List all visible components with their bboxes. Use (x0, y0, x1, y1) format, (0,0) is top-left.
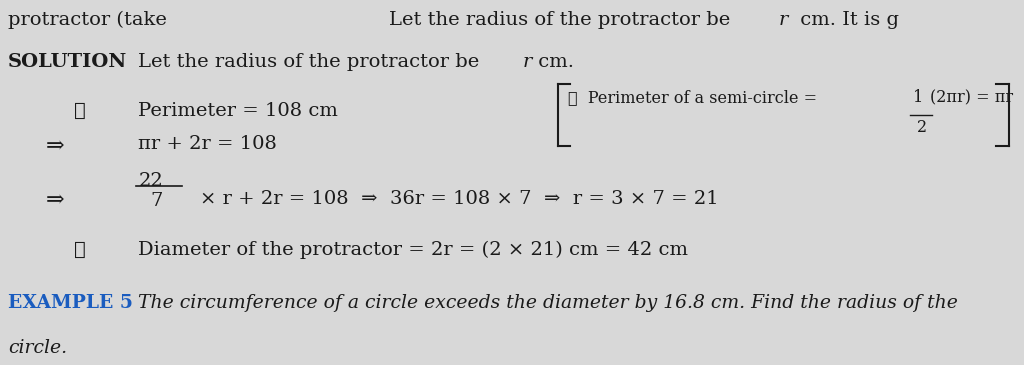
Text: ∴: ∴ (74, 241, 85, 259)
Text: 22: 22 (138, 172, 163, 189)
Text: cm.: cm. (532, 53, 574, 71)
Text: (2πr) = πr: (2πr) = πr (930, 89, 1013, 107)
Text: × r + 2r = 108  ⇒  36r = 108 × 7  ⇒  r = 3 × 7 = 21: × r + 2r = 108 ⇒ 36r = 108 × 7 ⇒ r = 3 ×… (200, 190, 718, 208)
Text: 7: 7 (151, 192, 163, 210)
Text: Diameter of the protractor = 2r = (2 × 21) cm = 42 cm: Diameter of the protractor = 2r = (2 × 2… (138, 241, 688, 259)
Text: Let the radius of the protractor be: Let the radius of the protractor be (138, 53, 485, 71)
Text: r: r (522, 53, 531, 71)
Text: 1: 1 (913, 89, 924, 107)
Text: EXAMPLE 5: EXAMPLE 5 (8, 294, 133, 312)
Text: The circumference of a circle exceeds the diameter by 16.8 cm. Find the radius o: The circumference of a circle exceeds th… (138, 294, 958, 312)
Text: Let the radius of the protractor be: Let the radius of the protractor be (389, 11, 736, 29)
Text: ∴: ∴ (74, 102, 85, 120)
Text: cm. It is g: cm. It is g (794, 11, 899, 29)
Text: r: r (778, 11, 787, 29)
Text: πr + 2r = 108: πr + 2r = 108 (138, 135, 278, 153)
Text: ∴  Perimeter of a semi-circle =: ∴ Perimeter of a semi-circle = (568, 89, 822, 107)
Text: ⇒: ⇒ (46, 135, 65, 157)
Text: protractor (take: protractor (take (8, 11, 167, 29)
Text: SOLUTION: SOLUTION (8, 53, 127, 71)
Text: Perimeter = 108 cm: Perimeter = 108 cm (138, 102, 338, 120)
Text: ⇒: ⇒ (46, 190, 65, 212)
Text: circle.: circle. (8, 339, 68, 357)
Text: 2: 2 (916, 119, 927, 136)
